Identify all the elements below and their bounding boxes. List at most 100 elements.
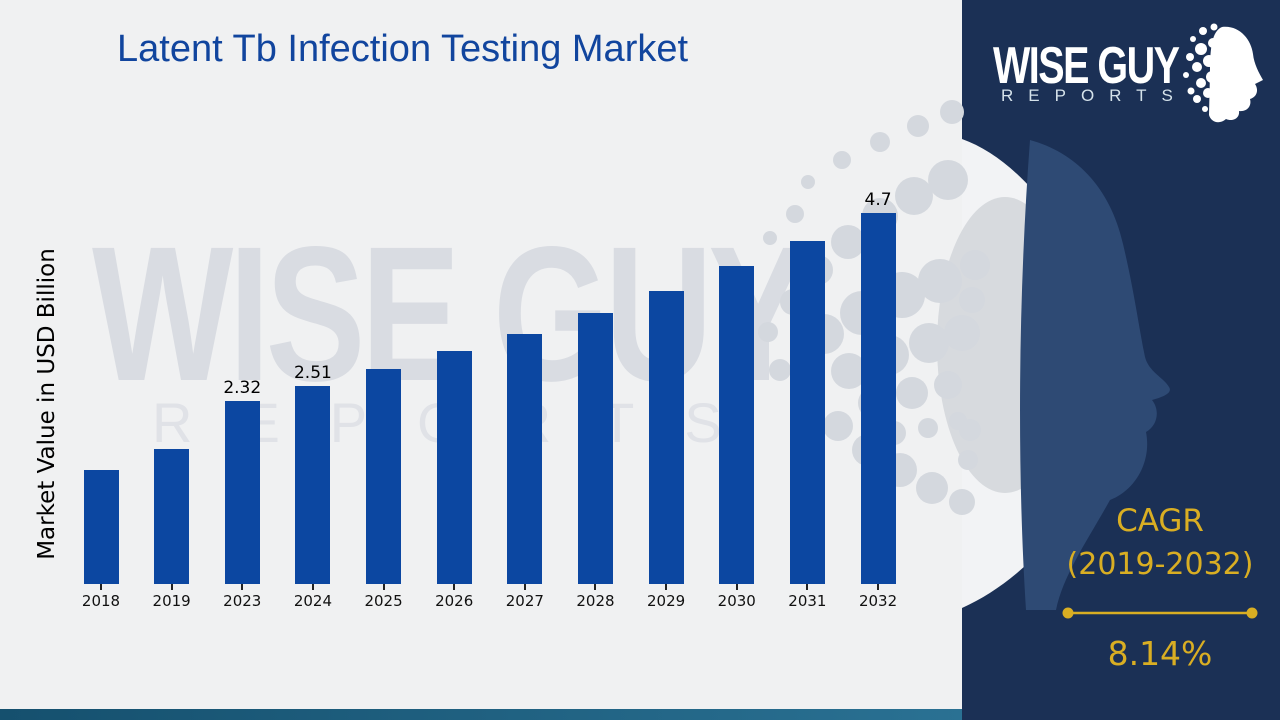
brand-reports-text: REPORTS	[1001, 86, 1188, 105]
panel-face-silhouette	[1020, 140, 1170, 610]
watermark-dot	[831, 225, 865, 259]
x-axis-tick-2029	[665, 584, 668, 590]
brand-face-dot	[1187, 87, 1195, 95]
brand-face-dot	[1217, 66, 1227, 76]
x-tick-label-2023: 2023	[223, 592, 262, 610]
x-tick-label-2018: 2018	[81, 592, 121, 610]
brand-face-dot	[1186, 53, 1194, 61]
brand-face-dot	[1214, 50, 1224, 60]
brand-face-dot	[1230, 58, 1236, 64]
x-axis-tick-2019	[170, 584, 173, 590]
watermark-dot	[831, 353, 867, 389]
x-axis-tick-2023	[241, 584, 244, 590]
bar-2024	[295, 386, 331, 584]
bar-value-label-2032: 4.7	[864, 190, 892, 210]
brand-face-dot	[1192, 62, 1202, 72]
x-axis-tick-2026	[453, 584, 456, 590]
bar-value-label-2024: 2.51	[293, 363, 332, 383]
bar-value-label-2023: 2.32	[223, 378, 262, 398]
watermark-dot	[918, 259, 962, 303]
x-tick-label-2026: 2026	[435, 592, 474, 610]
x-axis-tick-2024	[311, 584, 314, 590]
x-tick-label-2031: 2031	[788, 592, 827, 610]
watermark-dot	[801, 175, 815, 189]
cagr-divider-line	[1062, 607, 1258, 619]
x-axis-tick-2025	[382, 584, 385, 590]
bar-2027	[507, 334, 543, 584]
x-tick-label-2029: 2029	[647, 592, 686, 610]
watermark-dot	[896, 377, 928, 409]
brand-face-dot	[1190, 36, 1196, 42]
brand-face-dot	[1199, 27, 1207, 35]
bar-2029	[648, 291, 684, 584]
bar-2023	[224, 401, 260, 584]
bar-2032	[860, 213, 896, 584]
x-axis-tick-2031	[806, 584, 809, 590]
bar-2025	[366, 369, 402, 584]
x-axis-tick-2027	[523, 584, 526, 590]
cagr-block: CAGR (2019-2032) 8.14%	[1050, 503, 1270, 673]
x-tick-label-2024: 2024	[293, 592, 332, 610]
bar-2019	[154, 449, 190, 584]
brand-face-dot	[1225, 108, 1231, 114]
watermark-dot	[940, 100, 964, 124]
watermark-dot	[916, 472, 948, 504]
brand-face-dot	[1183, 72, 1189, 78]
watermark-dot	[949, 489, 975, 515]
brand-face-dot	[1226, 42, 1232, 48]
brand-face-dot	[1203, 88, 1213, 98]
watermark-dot	[934, 371, 962, 399]
bar-2026	[436, 351, 472, 584]
watermark-dot	[763, 231, 777, 245]
watermark-dot	[960, 250, 990, 280]
page-title: Latent Tb Infection Testing Market	[117, 28, 689, 70]
brand-face-dot	[1214, 83, 1222, 91]
cagr-label: CAGR	[1116, 503, 1204, 539]
y-axis-label: Market Value in USD Billion	[34, 248, 60, 560]
brand-face-dot	[1195, 43, 1207, 55]
bar-2031	[789, 241, 825, 584]
brand-face-dot	[1210, 23, 1218, 31]
x-tick-label-2025: 2025	[364, 592, 403, 610]
x-axis-tick-2028	[594, 584, 597, 590]
x-axis-tick-2018	[100, 584, 102, 590]
brand-face-dot	[1196, 78, 1206, 88]
watermark-dot	[786, 205, 804, 223]
bar-2028	[577, 313, 613, 584]
x-axis-tick-2032	[877, 584, 880, 590]
watermark-dot	[928, 160, 968, 200]
x-tick-label-2019: 2019	[152, 592, 191, 610]
watermark-dot	[769, 359, 791, 381]
x-axis-tick-2030	[735, 584, 738, 590]
watermark-dot	[823, 411, 853, 441]
x-tick-label-2027: 2027	[505, 592, 544, 610]
brand-face-dot	[1193, 95, 1201, 103]
watermark-dot	[959, 419, 981, 441]
x-tick-label-2032: 2032	[858, 592, 898, 610]
watermark-dot	[909, 323, 949, 363]
watermark-dot	[833, 151, 851, 169]
cagr-period: (2019-2032)	[1066, 547, 1254, 582]
watermark-dot	[918, 418, 938, 438]
watermark-dot	[758, 322, 778, 342]
bottom-accent-strip	[0, 709, 962, 720]
x-tick-label-2030: 2030	[717, 592, 756, 610]
brand-face-dot	[1208, 38, 1218, 48]
x-tick-label-2028: 2028	[576, 592, 615, 610]
brand-face-dot	[1211, 99, 1219, 107]
brand-wordmark: WISE GUY	[993, 37, 1180, 95]
brand-face-dot	[1202, 106, 1208, 112]
bar-2030	[719, 266, 755, 584]
brand-face-dot	[1206, 71, 1218, 83]
watermark-dot	[907, 115, 929, 137]
watermark-dot	[944, 315, 980, 351]
watermark-dot	[959, 287, 985, 313]
watermark-dot	[895, 177, 933, 215]
brand-face-dot	[1203, 55, 1215, 67]
watermark-dot	[870, 132, 890, 152]
watermark-dot	[958, 450, 978, 470]
